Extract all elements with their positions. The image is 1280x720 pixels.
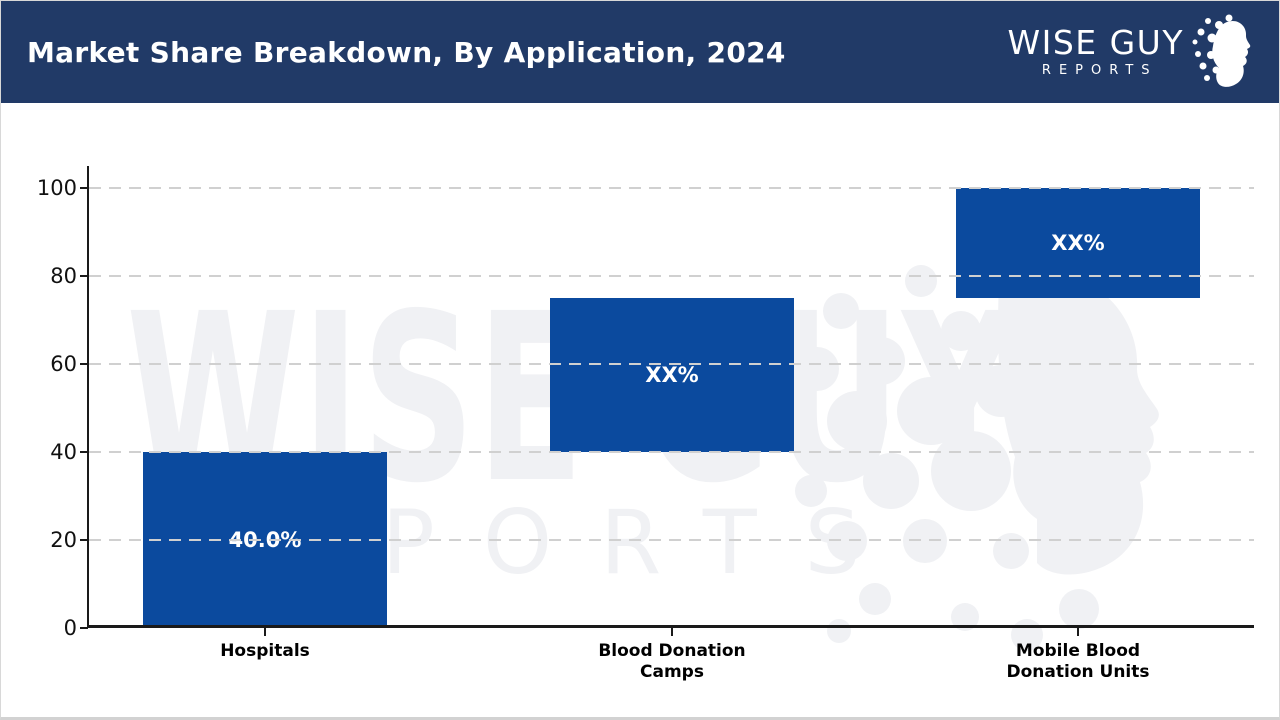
x-axis-tick xyxy=(671,628,673,636)
bar-value-label: XX% xyxy=(645,363,699,387)
x-axis-tick xyxy=(264,628,266,636)
wiseguy-head-icon xyxy=(1192,14,1251,87)
header: Market Share Breakdown, By Application, … xyxy=(1,1,1279,103)
y-axis-tick xyxy=(80,539,88,541)
brand-logo-text: WISE GUY REPORTS xyxy=(1007,26,1184,78)
y-axis-tick xyxy=(80,187,88,189)
x-axis-line xyxy=(87,625,1254,628)
y-axis-line xyxy=(87,166,89,628)
bar-value-label: 40.0% xyxy=(228,528,302,552)
bar-hospitals: 40.0% xyxy=(143,452,387,628)
y-axis-tick xyxy=(80,275,88,277)
y-tick-label-80: 80 xyxy=(50,264,77,288)
brand-logo: WISE GUY REPORTS xyxy=(1007,12,1253,92)
bar-blood-donation-camps: XX% xyxy=(550,298,794,452)
y-axis-tick xyxy=(80,627,88,629)
x-axis-tick xyxy=(1077,628,1079,636)
x-label-line: Donation Units xyxy=(1006,662,1150,682)
brand-subtitle: REPORTS xyxy=(1041,63,1158,78)
y-tick-label-60: 60 xyxy=(50,352,77,376)
x-label-blood-donation-camps: Blood Donation Camps xyxy=(522,641,822,683)
y-axis-tick xyxy=(80,363,88,365)
x-label-hospitals: Hospitals xyxy=(115,641,415,662)
y-tick-label-0: 0 xyxy=(63,616,77,640)
x-label-mobile-blood-donation-units: Mobile Blood Donation Units xyxy=(928,641,1228,683)
page-title: Market Share Breakdown, By Application, … xyxy=(27,35,786,69)
y-tick-label-20: 20 xyxy=(50,528,77,552)
x-label-line: Blood Donation xyxy=(598,641,746,661)
bar-mobile-blood-donation-units: XX% xyxy=(956,188,1200,298)
x-label-line: Hospitals xyxy=(220,641,310,661)
y-tick-label-100: 100 xyxy=(36,176,77,200)
brand-name: WISE GUY xyxy=(1007,23,1184,62)
x-label-line: Camps xyxy=(640,662,704,682)
y-tick-label-40: 40 xyxy=(50,440,77,464)
y-axis-tick xyxy=(80,451,88,453)
x-label-line: Mobile Blood xyxy=(1015,641,1141,661)
bar-value-label: XX% xyxy=(1051,231,1105,255)
